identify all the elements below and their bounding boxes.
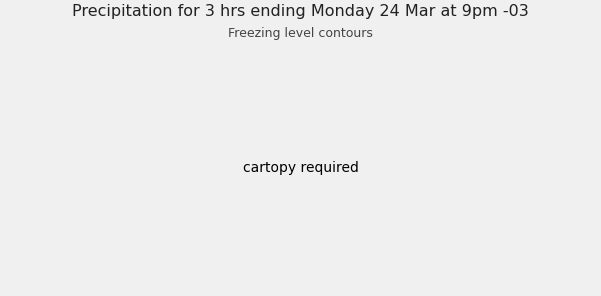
Text: cartopy required: cartopy required	[243, 161, 358, 175]
Text: Precipitation for 3 hrs ending Monday 24 Mar at 9pm -03: Precipitation for 3 hrs ending Monday 24…	[72, 4, 529, 19]
Text: Freezing level contours: Freezing level contours	[228, 28, 373, 41]
